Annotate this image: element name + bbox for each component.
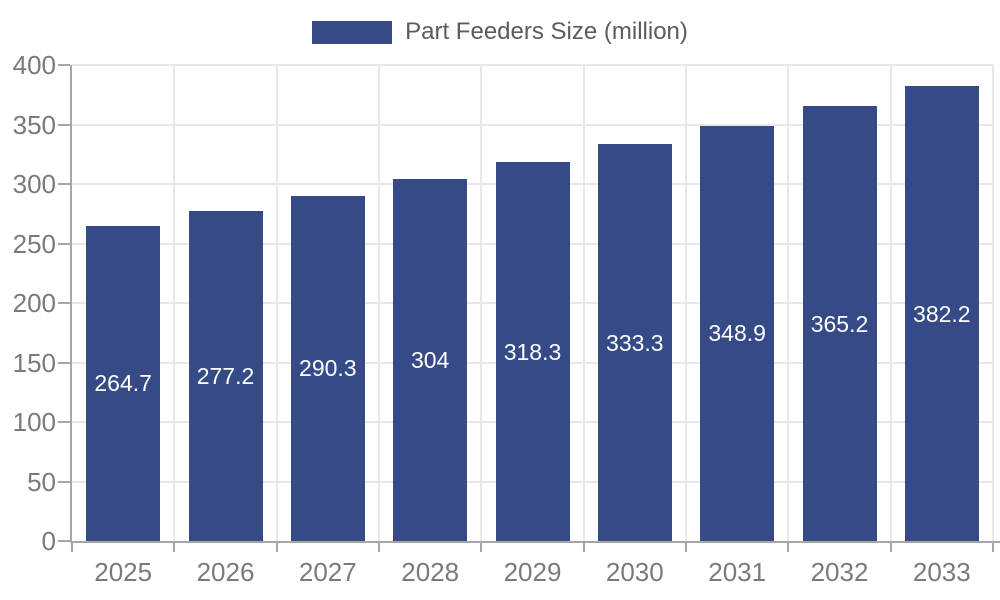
bar: 277.2 bbox=[188, 211, 263, 541]
y-tick-mark bbox=[58, 242, 70, 245]
x-tick-label: 2028 bbox=[401, 557, 460, 587]
y-tick-mark bbox=[58, 361, 70, 364]
bar-value-label: 365.2 bbox=[810, 310, 869, 337]
bar: 365.2 bbox=[802, 106, 877, 541]
y-tick-label: 0 bbox=[41, 526, 56, 556]
x-tick-label: 2025 bbox=[94, 557, 153, 587]
y-tick-label: 350 bbox=[12, 109, 56, 140]
x-tick-mark bbox=[173, 543, 176, 552]
x-tick-label: 2026 bbox=[196, 557, 255, 587]
x-tick-mark bbox=[582, 543, 585, 552]
y-tick-label: 250 bbox=[12, 228, 56, 259]
x-tick-mark bbox=[378, 543, 380, 552]
y-tick-mark bbox=[58, 480, 70, 483]
x-tick-label: 2030 bbox=[605, 557, 664, 587]
bar: 290.3 bbox=[290, 195, 365, 541]
bar: 304 bbox=[393, 179, 468, 541]
vertical-gridline bbox=[992, 65, 994, 541]
y-tick-label: 50 bbox=[27, 466, 56, 497]
y-tick-mark bbox=[58, 123, 70, 126]
plot-area: 264.7 277.2 290.3 304 318.3 333.3 348.9 365.2 38… bbox=[58, 64, 1000, 552]
x-tick-mark bbox=[71, 543, 73, 552]
y-tick-label: 150 bbox=[12, 347, 56, 378]
x-tick-label: 2032 bbox=[810, 557, 869, 587]
x-tick-label: 2033 bbox=[912, 557, 971, 587]
x-axis-line bbox=[70, 541, 1000, 543]
bar-value-label: 290.3 bbox=[299, 355, 357, 382]
y-tick-label: 100 bbox=[12, 407, 56, 437]
bar-value-label: 348.9 bbox=[708, 320, 766, 347]
legend-label: Part Feeders Size (million) bbox=[405, 18, 688, 45]
y-tick-label: 400 bbox=[12, 50, 56, 80]
horizontal-gridline bbox=[72, 64, 993, 66]
bar-value-label: 382.2 bbox=[913, 300, 971, 327]
x-tick-label: 2031 bbox=[708, 557, 767, 587]
bar: 348.9 bbox=[700, 125, 775, 541]
bar-value-label: 304 bbox=[410, 347, 450, 374]
bar-value-label: 277.2 bbox=[196, 363, 255, 390]
y-tick-mark bbox=[58, 540, 70, 542]
bar: 382.2 bbox=[904, 86, 979, 541]
y-tick-mark bbox=[58, 421, 70, 423]
bar-value-label: 333.3 bbox=[606, 329, 664, 356]
x-tick-mark bbox=[275, 543, 278, 552]
x-tick-mark bbox=[992, 543, 994, 552]
x-tick-mark bbox=[787, 543, 790, 552]
bar: 318.3 bbox=[495, 162, 570, 541]
x-tick-mark bbox=[480, 543, 483, 552]
bar-value-label: 264.7 bbox=[94, 370, 152, 397]
y-tick-label: 300 bbox=[12, 169, 56, 199]
x-tick-label: 2027 bbox=[298, 557, 357, 587]
horizontal-gridline bbox=[72, 123, 993, 126]
y-tick-mark bbox=[58, 302, 70, 304]
x-tick-mark bbox=[685, 543, 687, 552]
y-tick-label: 200 bbox=[12, 288, 56, 318]
legend: Part Feeders Size (million) bbox=[0, 18, 1000, 46]
y-tick-mark bbox=[58, 183, 70, 185]
x-tick-label: 2029 bbox=[503, 557, 562, 587]
bar: 264.7 bbox=[86, 226, 161, 541]
legend-swatch bbox=[312, 20, 393, 44]
y-axis-line bbox=[70, 65, 72, 543]
bar-value-label: 318.3 bbox=[503, 338, 562, 365]
bar: 333.3 bbox=[597, 144, 672, 541]
y-tick-mark bbox=[58, 64, 70, 66]
x-tick-mark bbox=[889, 543, 892, 552]
